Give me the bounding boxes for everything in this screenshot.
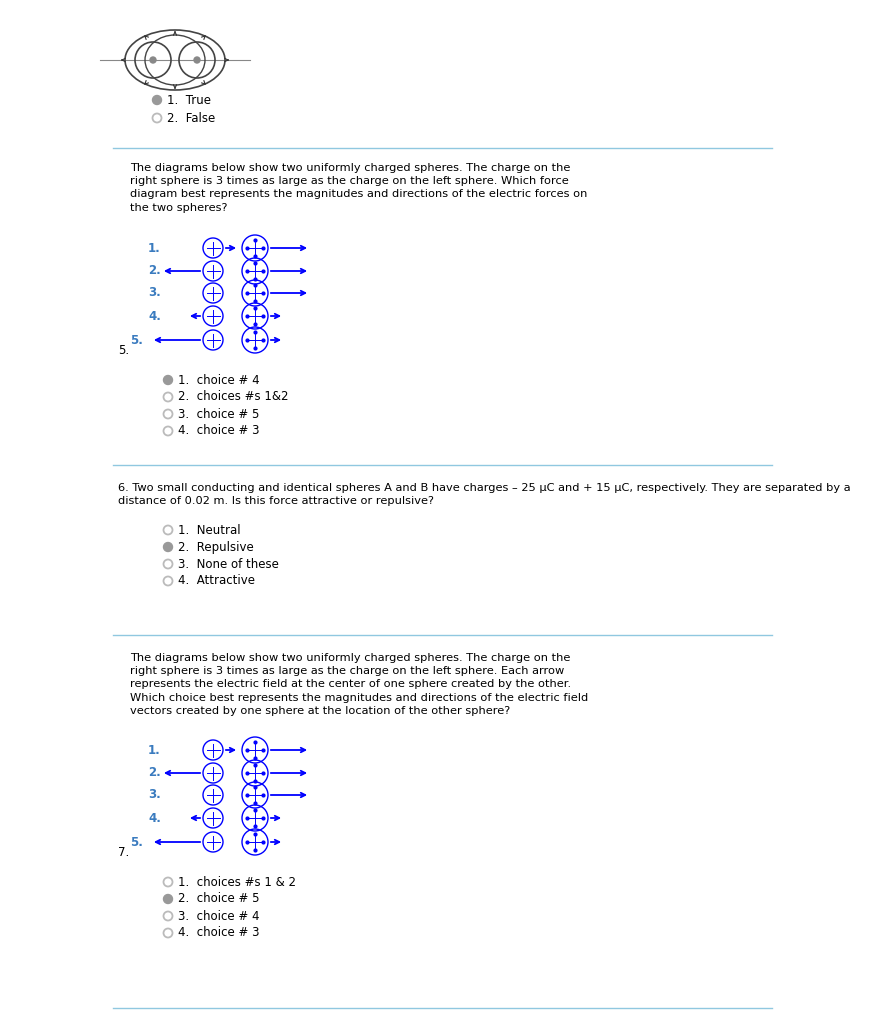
Text: 3.  choice # 4: 3. choice # 4	[178, 909, 259, 923]
Text: 1.: 1.	[148, 242, 161, 255]
Text: 3.  None of these: 3. None of these	[178, 557, 279, 570]
Text: 1.  choice # 4: 1. choice # 4	[178, 374, 259, 386]
Text: 2.  Repulsive: 2. Repulsive	[178, 541, 254, 554]
Text: 2.  False: 2. False	[167, 112, 215, 125]
Text: The diagrams below show two uniformly charged spheres. The charge on the
right s: The diagrams below show two uniformly ch…	[130, 653, 589, 716]
Text: 5.: 5.	[130, 334, 142, 346]
Text: 4.: 4.	[148, 309, 161, 323]
Text: 5.: 5.	[130, 836, 142, 849]
Text: 4.: 4.	[148, 811, 161, 824]
Text: 2.: 2.	[148, 264, 161, 278]
Text: 4.  Attractive: 4. Attractive	[178, 574, 255, 588]
Text: The diagrams below show two uniformly charged spheres. The charge on the
right s: The diagrams below show two uniformly ch…	[130, 163, 588, 213]
Circle shape	[152, 95, 161, 104]
Circle shape	[164, 895, 173, 903]
Circle shape	[164, 376, 173, 384]
Text: 7.: 7.	[118, 846, 129, 858]
Circle shape	[164, 543, 173, 552]
Text: 4.  choice # 3: 4. choice # 3	[178, 425, 259, 437]
Text: 1.  True: 1. True	[167, 93, 211, 106]
Text: 1.  choices #s 1 & 2: 1. choices #s 1 & 2	[178, 876, 296, 889]
Text: 3.: 3.	[148, 788, 161, 802]
Text: 4.  choice # 3: 4. choice # 3	[178, 927, 259, 939]
Text: 6. Two small conducting and identical spheres A and B have charges – 25 μC and +: 6. Two small conducting and identical sp…	[118, 483, 850, 506]
Text: 2.: 2.	[148, 767, 161, 779]
Circle shape	[150, 57, 156, 63]
Text: 2.  choices #s 1&2: 2. choices #s 1&2	[178, 390, 289, 403]
Text: 1.: 1.	[148, 743, 161, 757]
Text: 2.  choice # 5: 2. choice # 5	[178, 893, 259, 905]
Text: 3.: 3.	[148, 287, 161, 299]
Text: 5.: 5.	[118, 343, 129, 356]
Text: 1.  Neutral: 1. Neutral	[178, 523, 241, 537]
Text: 3.  choice # 5: 3. choice # 5	[178, 408, 259, 421]
Circle shape	[194, 57, 200, 63]
